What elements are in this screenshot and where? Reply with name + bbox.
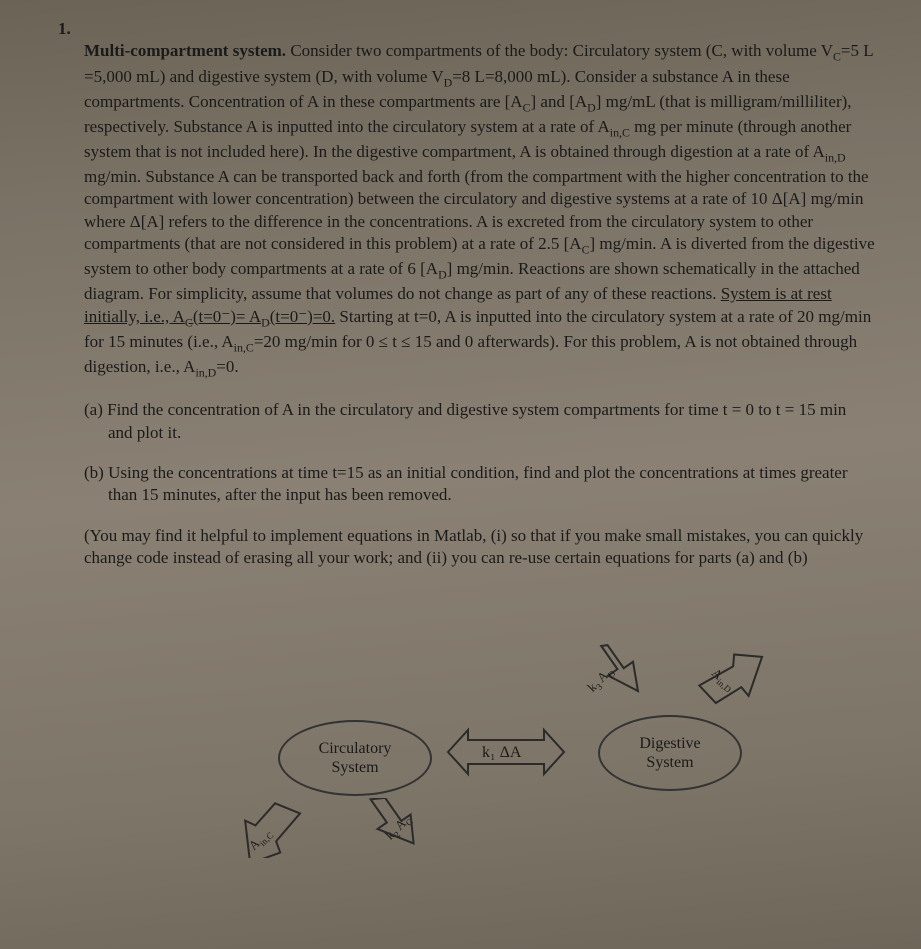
- problem-title: Multi-compartment system.: [84, 41, 286, 60]
- circulatory-label: CirculatorySystem: [319, 739, 392, 777]
- part-b: (b) Using the concentrations at time t=1…: [84, 462, 875, 507]
- page: 1. Multi-compartment system. Consider tw…: [0, 0, 921, 910]
- ainc-arrow-icon: [236, 802, 308, 858]
- problem-number: 1.: [58, 18, 80, 40]
- digestive-label: DigestiveSystem: [639, 734, 700, 772]
- circulatory-oval: CirculatorySystem: [278, 720, 432, 796]
- k1-delta-a-label: k₁ ΔA: [482, 742, 521, 763]
- part-a: (a) Find the concentration of A in the c…: [84, 399, 875, 444]
- diagram: CirculatorySystem DigestiveSystem k₁ ΔA …: [178, 630, 875, 890]
- problem-body: Multi-compartment system. Consider two c…: [84, 40, 875, 381]
- body-text-1: Consider two compartments of the body: C…: [84, 41, 875, 303]
- note: (You may find it helpful to implement eq…: [84, 525, 875, 570]
- digestive-oval: DigestiveSystem: [598, 715, 742, 791]
